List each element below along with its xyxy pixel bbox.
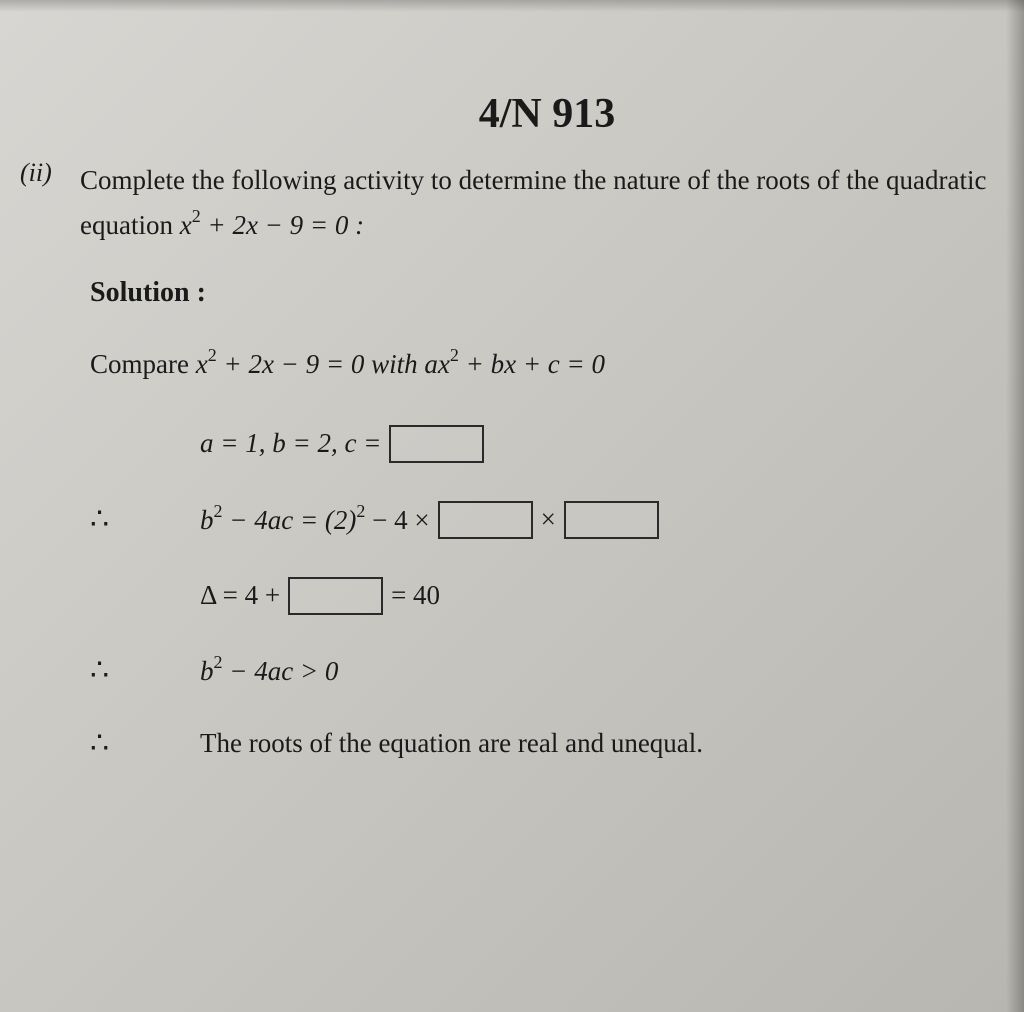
question-eq-sup: 2 xyxy=(192,206,201,226)
result-b-sup: 2 xyxy=(214,652,223,672)
compare-eq1-sup: 2 xyxy=(208,345,217,365)
therefore-symbol-1: ∴ xyxy=(90,502,200,537)
blank-box-a xyxy=(438,501,533,539)
result-content: b2 − 4ac > 0 xyxy=(200,654,338,687)
disc-two-sup: 2 xyxy=(356,501,365,521)
delta-content: Δ = 4 + = 40 xyxy=(200,577,440,615)
blank-box-c2 xyxy=(564,501,659,539)
result-b: b xyxy=(200,656,214,686)
disc-minus4ac: − 4ac = (2) xyxy=(223,505,357,535)
compare-eq2-a: ax xyxy=(424,349,449,379)
page-reference: 4/N 913 xyxy=(100,90,994,138)
coefficients-row: a = 1, b = 2, c = xyxy=(90,425,994,463)
compare-eq1-rest: + 2x − 9 = 0 with xyxy=(217,349,425,379)
conclusion-text: The roots of the equation are real and u… xyxy=(200,728,703,759)
discriminant-row: ∴ b2 − 4ac = (2)2 − 4 × × xyxy=(90,501,994,539)
disc-b-sup: 2 xyxy=(214,501,223,521)
compare-eq2-sup: 2 xyxy=(450,345,459,365)
result-rest: − 4ac > 0 xyxy=(223,656,339,686)
question-eq-x: x xyxy=(180,210,192,240)
question-eq-rest: + 2x − 9 = 0 : xyxy=(201,210,364,240)
therefore-symbol-2: ∴ xyxy=(90,653,200,688)
coefficients-text: a = 1, b = 2, c = xyxy=(200,428,381,459)
therefore-symbol-3: ∴ xyxy=(90,726,200,761)
disc-times: × xyxy=(541,504,556,535)
question-text: Complete the following activity to deter… xyxy=(80,158,994,247)
question-row: (ii) Complete the following activity to … xyxy=(20,158,994,247)
disc-minus4x: − 4 × xyxy=(365,505,429,535)
blank-box-delta xyxy=(288,577,383,615)
question-number: (ii) xyxy=(20,158,80,188)
blank-box-c xyxy=(389,425,484,463)
disc-b: b xyxy=(200,505,214,535)
compare-eq2-rest: + bx + c = 0 xyxy=(459,349,605,379)
delta-text: Δ = 4 + xyxy=(200,580,280,611)
page-content: 4/N 913 (ii) Complete the following acti… xyxy=(0,0,1024,791)
delta-row: Δ = 4 + = 40 xyxy=(90,577,994,615)
compare-prefix: Compare xyxy=(90,349,196,379)
result-row: ∴ b2 − 4ac > 0 xyxy=(90,653,994,688)
solution-label: Solution : xyxy=(90,277,994,309)
delta-equals40: = 40 xyxy=(391,580,440,611)
conclusion-row: ∴ The roots of the equation are real and… xyxy=(90,726,994,761)
coefficients-content: a = 1, b = 2, c = xyxy=(200,425,484,463)
discriminant-content: b2 − 4ac = (2)2 − 4 × × xyxy=(200,501,659,539)
compare-eq1-x: x xyxy=(196,349,208,379)
compare-line: Compare x2 + 2x − 9 = 0 with ax2 + bx + … xyxy=(90,344,994,385)
